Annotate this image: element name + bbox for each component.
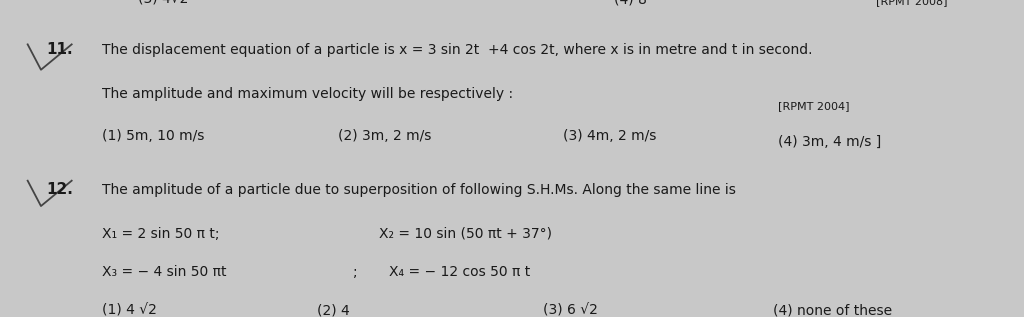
Text: ;: ; — [353, 265, 358, 279]
Text: 12.: 12. — [46, 182, 73, 197]
Text: X₂ = 10 sin (50 πt + 37°): X₂ = 10 sin (50 πt + 37°) — [379, 227, 552, 241]
Text: [RPMT 2004]: [RPMT 2004] — [778, 101, 850, 111]
Text: The amplitude of a particle due to superposition of following S.H.Ms. Along the : The amplitude of a particle due to super… — [102, 183, 736, 197]
Text: (4) none of these: (4) none of these — [773, 303, 892, 317]
Text: (2) 4: (2) 4 — [317, 303, 350, 317]
Text: (3) 4m, 2 m/s: (3) 4m, 2 m/s — [563, 129, 656, 143]
Text: X₁ = 2 sin 50 π t;: X₁ = 2 sin 50 π t; — [102, 227, 220, 241]
Text: [RPMT 2008]: [RPMT 2008] — [876, 0, 947, 6]
Text: X₄ = − 12 cos 50 π t: X₄ = − 12 cos 50 π t — [389, 265, 530, 279]
Text: X₃ = − 4 sin 50 πt: X₃ = − 4 sin 50 πt — [102, 265, 227, 279]
Text: (1) 5m, 10 m/s: (1) 5m, 10 m/s — [102, 129, 205, 143]
Text: (2) 3m, 2 m/s: (2) 3m, 2 m/s — [338, 129, 431, 143]
Text: (3) 6 √2: (3) 6 √2 — [543, 303, 598, 317]
Text: (4) 3m, 4 m/s ]: (4) 3m, 4 m/s ] — [778, 135, 882, 149]
Text: (3) 4√2: (3) 4√2 — [138, 0, 188, 6]
Text: The amplitude and maximum velocity will be respectively :: The amplitude and maximum velocity will … — [102, 87, 513, 101]
Text: The displacement equation of a particle is x = 3 sin 2t  +4 cos 2t, where x is i: The displacement equation of a particle … — [102, 43, 813, 57]
Text: 11.: 11. — [46, 42, 73, 57]
Text: (4) 8: (4) 8 — [614, 0, 647, 6]
Text: (1) 4 √2: (1) 4 √2 — [102, 303, 158, 317]
